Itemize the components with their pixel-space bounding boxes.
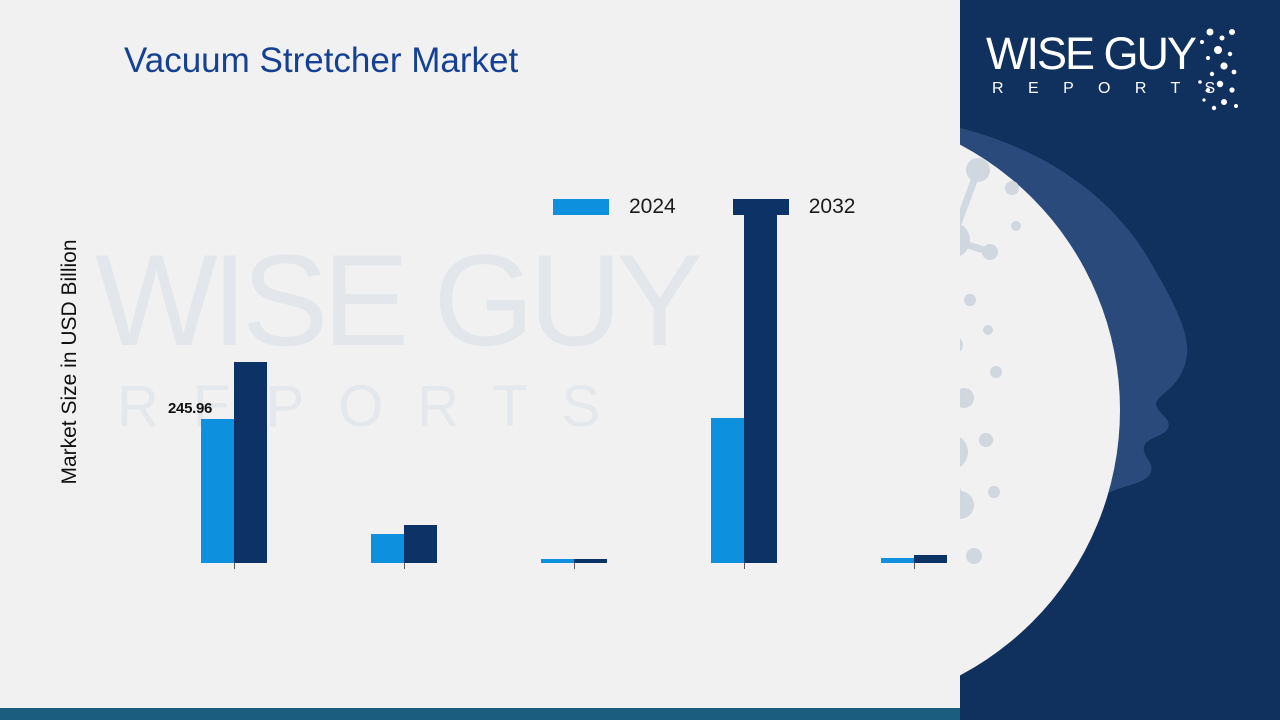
- legend-label-2032: 2032: [808, 195, 856, 218]
- plot-area: 245.96NORTHAMERICAEUROPESOUTHAMERICAASIA…: [100, 180, 947, 569]
- legend-label-2024: 2024: [629, 195, 676, 218]
- y-axis-label: Market Size in USD Billion: [58, 239, 81, 485]
- brand-dot-pattern-icon: [1198, 28, 1238, 111]
- bar-2024[interactable]: [371, 534, 404, 563]
- bar-pair: [354, 180, 454, 569]
- legend-item-2032[interactable]: 2032: [732, 195, 913, 219]
- brand-panel: WISE GUY R E P O R T S: [960, 0, 1280, 720]
- legend-swatch-2032: [732, 199, 789, 215]
- axis-tick: [404, 563, 405, 569]
- bar-2032[interactable]: [574, 559, 607, 563]
- axis-tick: [574, 563, 575, 569]
- bar-pair: [524, 180, 624, 569]
- bottom-accent-bar: [0, 708, 960, 720]
- brand-logo: WISE GUY R E P O R T S: [978, 28, 1238, 114]
- bar-2032[interactable]: [234, 362, 267, 563]
- bar-value-label: 245.96: [168, 400, 213, 417]
- axis-tick: [914, 563, 915, 569]
- bar-pair: 245.96: [168, 180, 284, 569]
- bar-2024[interactable]: [201, 419, 234, 563]
- bar-2024[interactable]: [881, 558, 914, 563]
- chart-area: Market Size in USD Billion 2024 2032 245…: [58, 180, 947, 569]
- bar-2032[interactable]: [914, 555, 947, 563]
- legend-item-2024[interactable]: 2024: [553, 195, 733, 219]
- bar-2032[interactable]: [404, 525, 437, 563]
- bar-2024[interactable]: [541, 559, 574, 563]
- chart-legend: 2024 2032: [553, 195, 912, 219]
- brand-name: WISE GUY: [986, 28, 1197, 79]
- bar-pair: [864, 180, 964, 569]
- bar-2032[interactable]: [744, 213, 777, 563]
- axis-tick: [744, 563, 745, 569]
- page-title: Vacuum Stretcher Market: [124, 41, 519, 80]
- decorative-molecule-graphic: [960, 128, 1188, 676]
- bar-2024[interactable]: [711, 418, 744, 563]
- brand-subtitle: R E P O R T S: [992, 80, 1226, 97]
- bar-pair: [694, 180, 794, 569]
- axis-tick: [234, 563, 235, 569]
- legend-swatch-2024: [553, 199, 609, 215]
